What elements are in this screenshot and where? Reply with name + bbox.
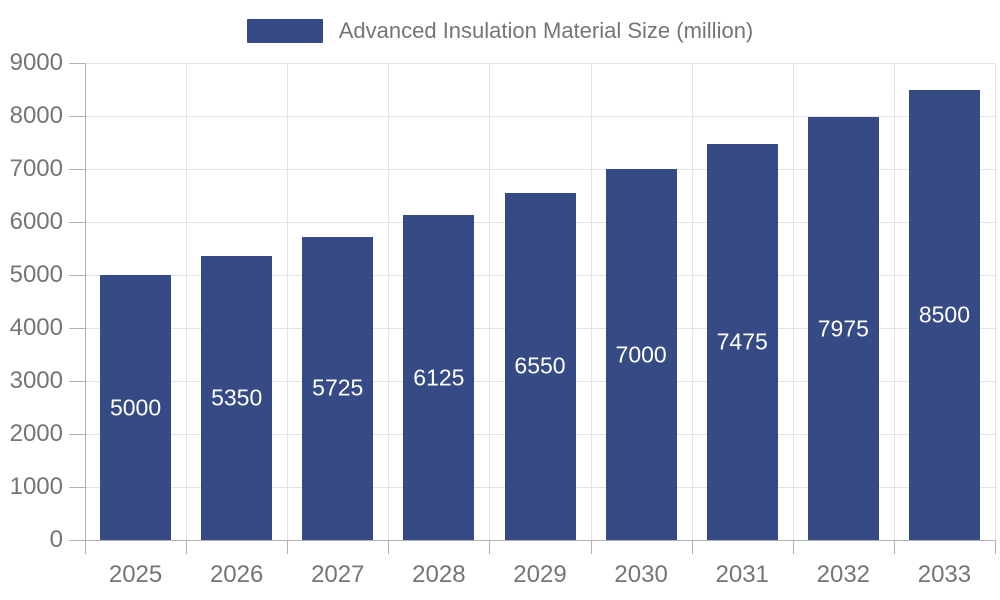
x-axis-label-2031: 2031 [715, 561, 769, 588]
h-gridline-8000 [85, 116, 995, 117]
bar-2032: 7975 [807, 117, 879, 540]
y-axis-label-6000: 6000 [9, 208, 63, 235]
bar-2027: 5725 [302, 236, 374, 540]
bar-value-label-2030: 7000 [615, 341, 667, 367]
x-axis-label-2030: 2030 [614, 561, 668, 588]
x-axis-line [85, 540, 996, 541]
v-gridline-3 [388, 63, 390, 540]
x-axis-tick-0 [85, 541, 86, 554]
x-axis-tick-3 [388, 541, 390, 554]
y-axis-label-3000: 3000 [9, 367, 63, 394]
h-gridline-9000 [85, 63, 995, 64]
y-axis-tick-8000 [69, 116, 85, 117]
legend-swatch [246, 19, 323, 43]
y-axis-tick-1000 [69, 487, 85, 488]
bar-2026: 5350 [201, 256, 273, 540]
y-axis-label-4000: 4000 [9, 314, 63, 341]
bar-value-label-2032: 7975 [817, 315, 869, 342]
x-axis-tick-4 [489, 541, 491, 554]
bar-2030: 7000 [605, 169, 677, 540]
v-gridline-5 [590, 63, 592, 540]
y-axis-tick-7000 [69, 169, 85, 170]
plot-area: 5000 5350 5725 6125 6550 7000 7475 7975 8500 [85, 63, 996, 540]
bar-value-label-2025: 5000 [109, 394, 162, 420]
y-axis-line [85, 63, 86, 541]
y-axis-label-8000: 8000 [9, 102, 63, 129]
x-axis-label-2028: 2028 [412, 561, 466, 588]
y-axis-label-0: 0 [49, 526, 63, 553]
bar-value-label-2031: 7475 [716, 328, 768, 355]
y-axis-label-5000: 5000 [9, 261, 63, 288]
bar-2025: 5000 [100, 275, 172, 540]
x-axis-tick-2 [287, 541, 289, 554]
y-axis-label-1000: 1000 [9, 473, 63, 500]
y-axis-tick-5000 [69, 275, 85, 276]
x-axis-label-2025: 2025 [108, 561, 163, 588]
bar-2031: 7475 [706, 143, 778, 540]
x-axis-label-2032: 2032 [816, 561, 871, 588]
x-axis-tick-8 [893, 541, 895, 554]
legend[interactable]: Advanced Insulation Material Size (milli… [0, 18, 1000, 44]
v-gridline-2 [287, 63, 289, 540]
v-gridline-9 [995, 63, 996, 540]
y-axis-tick-9000 [69, 63, 85, 64]
x-axis-label-2027: 2027 [311, 561, 365, 588]
x-axis-tick-9 [995, 541, 996, 554]
x-axis-label-2029: 2029 [513, 561, 567, 588]
bar-value-label-2027: 5725 [312, 374, 364, 401]
x-axis-tick-7 [792, 541, 794, 554]
h-gridline-7000 [85, 169, 995, 170]
y-axis-tick-4000 [69, 328, 85, 329]
x-axis-label-2033: 2033 [917, 561, 972, 588]
v-gridline-4 [489, 63, 491, 540]
y-axis-label-9000: 9000 [9, 49, 63, 76]
v-gridline-1 [186, 63, 188, 540]
y-axis-label-2000: 2000 [9, 420, 63, 447]
y-axis-tick-6000 [69, 222, 85, 223]
bar-value-label-2028: 6125 [413, 364, 465, 391]
y-axis-tick-0 [69, 540, 85, 541]
bar-2029: 6550 [504, 192, 576, 540]
x-axis-label-2026: 2026 [209, 561, 264, 588]
x-axis-tick-6 [691, 541, 693, 554]
y-axis-tick-2000 [69, 434, 85, 435]
v-gridline-7 [792, 63, 794, 540]
v-gridline-8 [893, 63, 895, 540]
y-axis-label-7000: 7000 [9, 155, 63, 182]
legend-label: Advanced Insulation Material Size (milli… [338, 18, 754, 43]
y-axis-tick-3000 [69, 381, 85, 382]
bar-value-label-2033: 8500 [918, 301, 971, 328]
bar-2033: 8500 [908, 89, 980, 540]
bar-value-label-2029: 6550 [514, 352, 566, 379]
x-axis-tick-5 [590, 541, 592, 554]
bar-2028: 6125 [403, 215, 475, 540]
bar-value-label-2026: 5350 [211, 384, 263, 411]
v-gridline-6 [691, 63, 693, 540]
x-axis-tick-1 [186, 541, 188, 554]
